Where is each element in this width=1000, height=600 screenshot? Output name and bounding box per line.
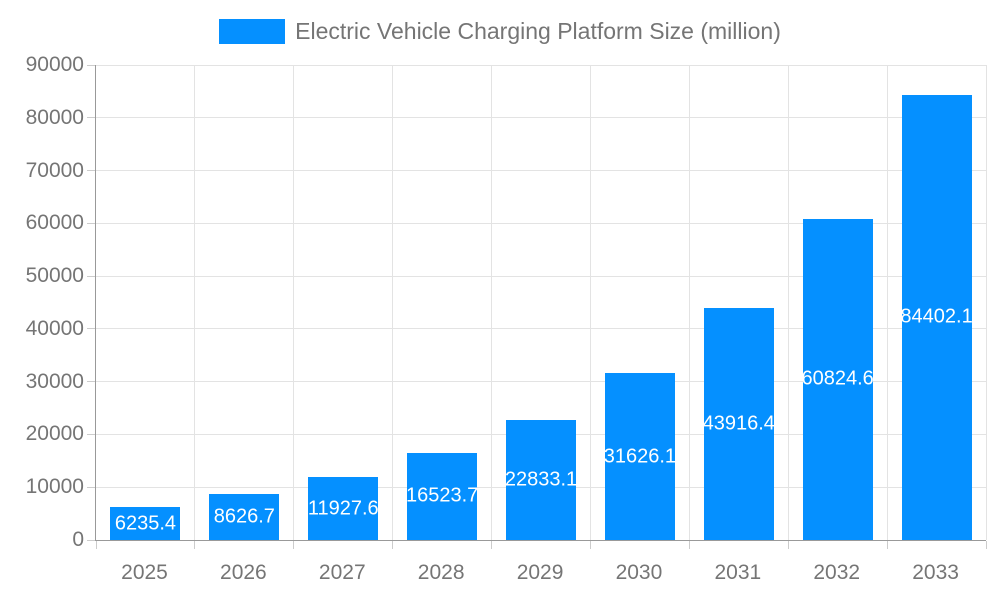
x-axis-tick xyxy=(589,541,591,549)
y-axis-tick xyxy=(87,381,95,383)
x-gridline xyxy=(491,65,493,540)
bar[interactable]: 84402.1 xyxy=(901,94,972,540)
x-gridline xyxy=(886,65,888,540)
x-gridline xyxy=(194,65,196,540)
y-axis-label: 10000 xyxy=(25,475,84,499)
y-axis-label: 60000 xyxy=(25,211,84,235)
bar-value-label: 31626.1 xyxy=(604,445,675,468)
bar[interactable]: 6235.4 xyxy=(110,507,181,540)
y-gridline xyxy=(96,381,986,383)
y-axis-tick xyxy=(87,64,95,66)
x-axis-label: 2029 xyxy=(516,561,564,584)
x-axis-tick xyxy=(688,541,690,549)
x-gridline xyxy=(787,65,789,540)
y-axis-label: 90000 xyxy=(25,53,84,76)
legend-swatch-icon xyxy=(219,18,286,44)
x-axis-tick xyxy=(194,541,196,549)
y-axis-tick xyxy=(87,433,95,435)
x-axis-tick xyxy=(787,541,789,549)
y-axis-label: 20000 xyxy=(25,422,84,446)
x-axis-label: 2032 xyxy=(813,561,861,584)
x-axis-tick xyxy=(491,541,493,549)
plot-area: 6235.4 8626.7 11927.6 16523.7 22833.1 31626.1… xyxy=(87,64,987,549)
y-axis-label: 0 xyxy=(72,528,84,551)
bar-value-label: 43916.4 xyxy=(703,412,774,435)
x-axis-tick xyxy=(95,541,97,549)
x-gridline xyxy=(293,65,295,540)
x-axis-label: 2025 xyxy=(121,561,168,584)
y-axis-tick xyxy=(87,328,95,330)
bar-value-label: 60824.6 xyxy=(802,367,873,390)
bar[interactable]: 60824.6 xyxy=(802,218,873,540)
x-axis-label: 2028 xyxy=(417,561,465,584)
y-gridline xyxy=(96,64,986,66)
y-axis-label: 40000 xyxy=(25,316,84,340)
y-gridline xyxy=(96,117,986,119)
bar-value-label: 11927.6 xyxy=(308,497,379,520)
x-gridline xyxy=(688,65,690,540)
bar-value-label: 84402.1 xyxy=(901,305,972,328)
y-gridline xyxy=(96,222,986,224)
bar[interactable]: 22833.1 xyxy=(506,419,576,540)
y-axis-tick xyxy=(87,486,95,488)
y-axis-label: 30000 xyxy=(25,369,84,393)
x-gridline xyxy=(392,65,394,540)
y-axis-label: 70000 xyxy=(25,158,84,182)
x-axis-tick xyxy=(985,541,987,549)
y-gridline xyxy=(96,275,986,277)
x-axis-tick xyxy=(392,541,394,549)
bar[interactable]: 31626.1 xyxy=(604,373,675,540)
x-axis-label: 2027 xyxy=(318,561,366,584)
y-axis-tick xyxy=(87,222,95,224)
x-axis-tick xyxy=(293,541,295,549)
bar-value-label: 22833.1 xyxy=(506,468,576,491)
y-axis-label: 50000 xyxy=(25,264,84,288)
x-axis-label: 2031 xyxy=(714,561,762,584)
y-axis-tick xyxy=(87,275,95,277)
bar-value-label: 16523.7 xyxy=(407,484,478,507)
y-axis-tick xyxy=(87,539,95,541)
x-gridline xyxy=(589,65,591,540)
x-axis-label: 2030 xyxy=(615,561,663,584)
bar[interactable]: 11927.6 xyxy=(308,477,379,540)
y-axis-tick xyxy=(87,117,95,119)
x-gridline xyxy=(985,65,987,540)
y-axis-tick xyxy=(87,170,95,172)
bar-value-label: 6235.4 xyxy=(114,512,177,535)
legend-label: Electric Vehicle Charging Platform Size … xyxy=(295,17,781,44)
x-axis-label: 2033 xyxy=(912,561,959,584)
legend-item[interactable]: Electric Vehicle Charging Platform Size … xyxy=(0,17,1000,45)
y-gridline xyxy=(96,170,986,172)
bar[interactable]: 8626.7 xyxy=(209,494,280,540)
bar[interactable]: 16523.7 xyxy=(407,452,478,540)
bar-value-label: 8626.7 xyxy=(213,505,275,528)
bar[interactable]: 43916.4 xyxy=(703,308,774,540)
y-axis-label: 80000 xyxy=(25,105,84,129)
x-axis-label: 2026 xyxy=(220,561,267,584)
y-gridline xyxy=(96,328,986,330)
x-axis-tick xyxy=(886,541,888,549)
